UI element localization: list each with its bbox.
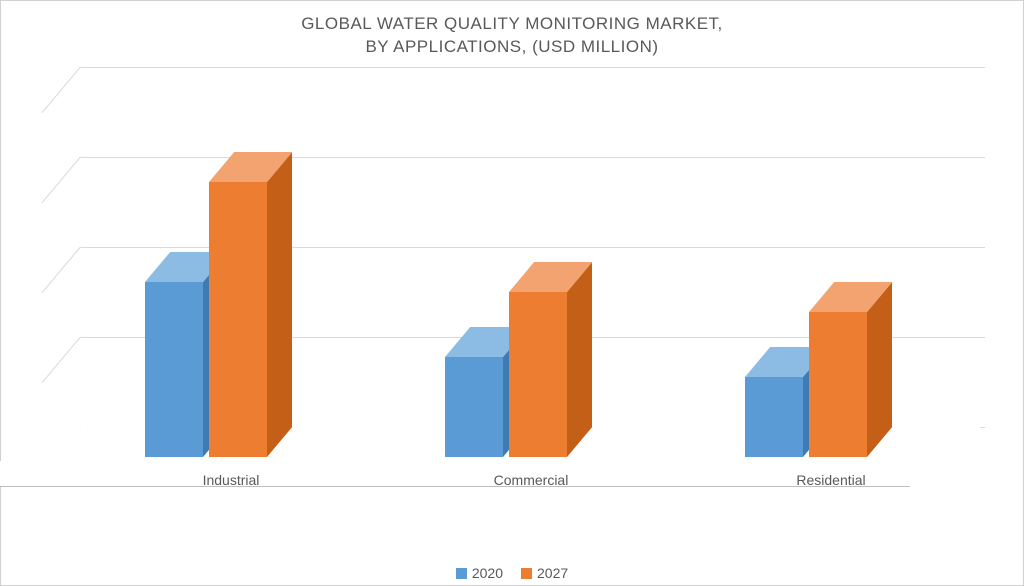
bar-group: [681, 67, 981, 427]
legend-swatch: [456, 568, 467, 579]
legend-item: 2020: [456, 565, 503, 581]
bar-front: [509, 292, 567, 457]
bar-side: [267, 152, 292, 457]
legend-label: 2020: [472, 565, 503, 581]
legend-swatch: [521, 568, 532, 579]
bar: [834, 282, 892, 427]
x-axis-label: Industrial: [81, 472, 381, 488]
bar-front: [809, 312, 867, 457]
bar-group: [381, 67, 681, 427]
bar-side: [867, 282, 892, 457]
grid-diagonal: [42, 246, 81, 293]
chart-title-line2: BY APPLICATIONS, (USD MILLION): [365, 37, 658, 56]
bar: [234, 152, 292, 427]
x-axis-label: Residential: [681, 472, 981, 488]
grid-diagonal: [42, 156, 81, 203]
grid-diagonal: [42, 66, 81, 113]
bar: [534, 262, 592, 427]
chart-title-line1: GLOBAL WATER QUALITY MONITORING MARKET,: [301, 14, 723, 33]
chart-container: GLOBAL WATER QUALITY MONITORING MARKET, …: [0, 0, 1024, 586]
legend-item: 2027: [521, 565, 568, 581]
chart-title: GLOBAL WATER QUALITY MONITORING MARKET, …: [31, 13, 993, 59]
x-axis-labels: IndustrialCommercialResidential: [81, 472, 981, 488]
bar-front: [209, 182, 267, 457]
bar-front: [145, 282, 203, 457]
legend: 2020 2027: [1, 565, 1023, 581]
bar-side: [567, 262, 592, 457]
grid-diagonal: [42, 336, 81, 383]
x-axis-label: Commercial: [381, 472, 681, 488]
bar-group: [81, 67, 381, 427]
legend-label: 2027: [537, 565, 568, 581]
bar-front: [745, 377, 803, 457]
bar-groups: [81, 67, 981, 427]
plot-area: IndustrialCommercialResidential: [31, 67, 993, 507]
bar-front: [445, 357, 503, 457]
